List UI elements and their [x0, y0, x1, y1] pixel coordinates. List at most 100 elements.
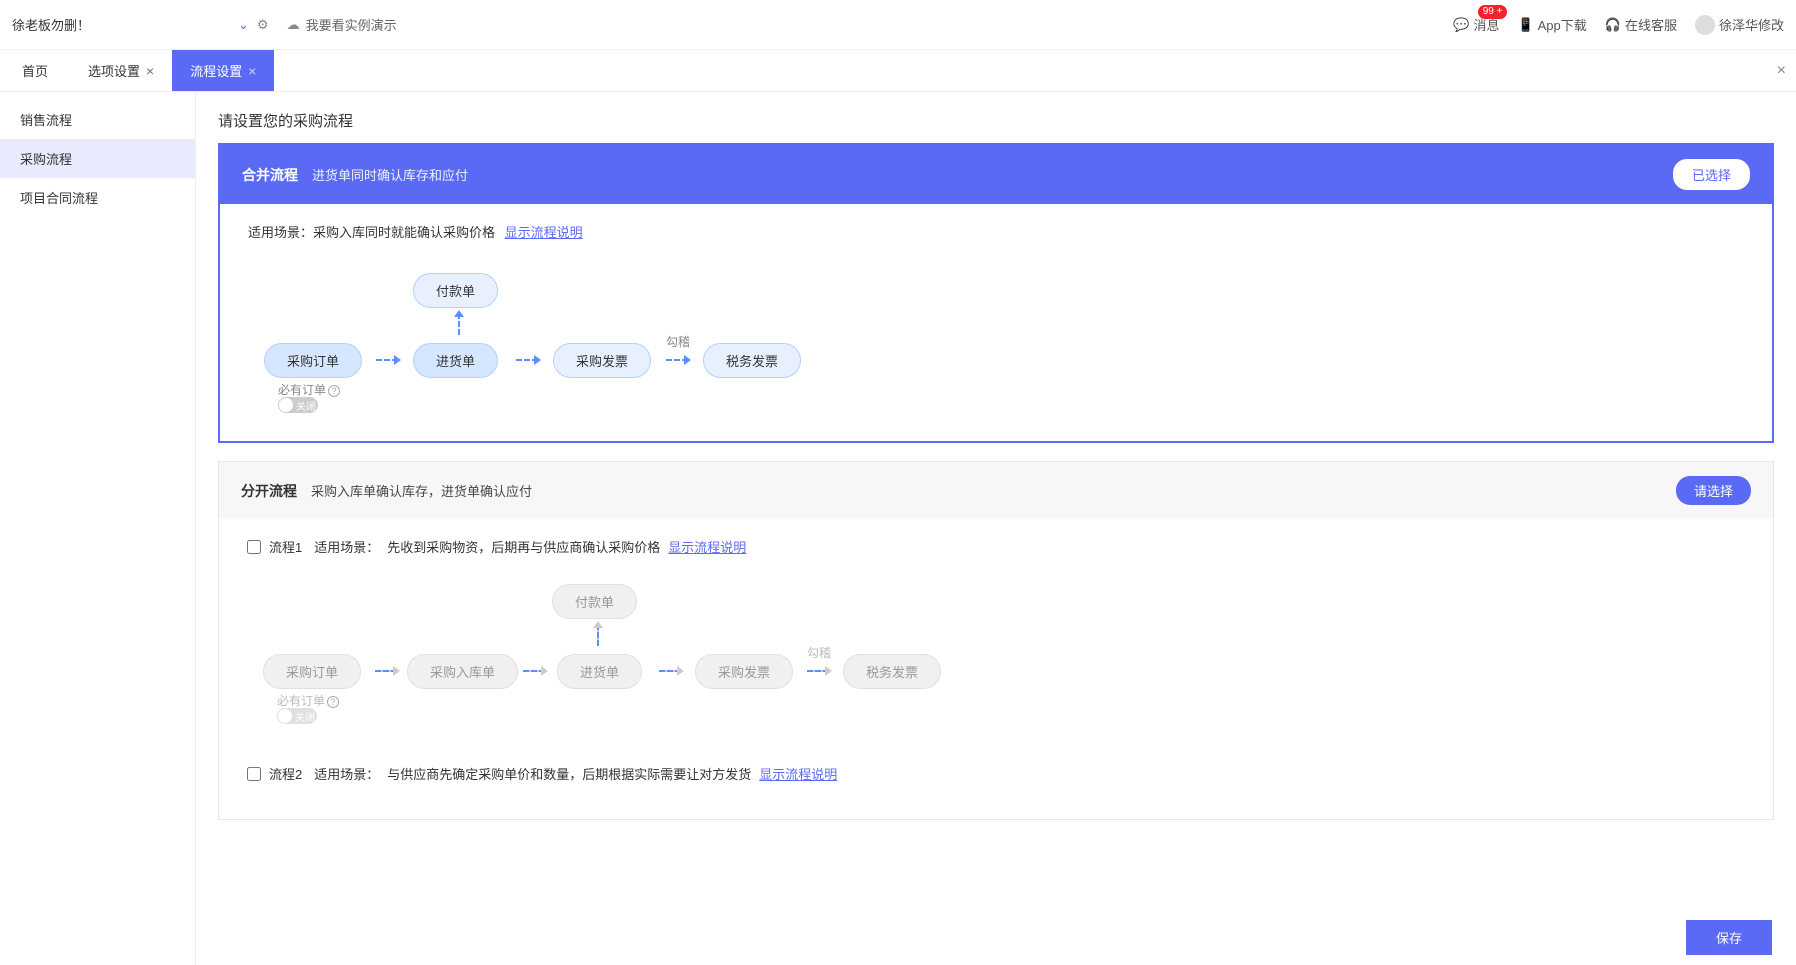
- node-payment: 付款单: [413, 273, 498, 308]
- scene-text: 与供应商先确定采购单价和数量，后期根据实际需要让对方发货: [387, 764, 751, 783]
- flow2-name: 流程2: [269, 764, 302, 783]
- save-button[interactable]: 保存: [1686, 920, 1772, 955]
- sidebar-item-label: 采购流程: [20, 152, 72, 167]
- demo-label: 我要看实例演示: [306, 15, 397, 34]
- node-label: 采购入库单: [430, 665, 495, 680]
- tab-process[interactable]: 流程设置 ×: [172, 50, 274, 91]
- tab-process-label: 流程设置: [190, 61, 242, 80]
- scene-prefix: 适用场景：: [248, 225, 313, 240]
- node-label: 采购订单: [287, 354, 339, 369]
- node-stock-in: 进货单: [413, 343, 498, 378]
- top-bar: 徐老板勿删！ ⌄ ⚙ ☁ 我要看实例演示 💬 消息 99 + 📱 App下载 🎧…: [0, 0, 1796, 50]
- node-payment: 付款单: [552, 584, 637, 619]
- section-title: 分开流程: [241, 481, 297, 501]
- scene-text: 先收到采购物资，后期再与供应商确认采购价格: [387, 537, 660, 556]
- section-merge-header: 合并流程 进货单同时确认库存和应付 已选择: [220, 145, 1772, 204]
- node-purchase-invoice: 采购发票: [695, 654, 793, 689]
- flow1-row: 流程1 适用场景： 先收到采购物资，后期再与供应商确认采购价格 显示流程说明: [247, 537, 1745, 556]
- demo-link[interactable]: ☁ 我要看实例演示: [287, 15, 397, 34]
- scene-prefix: 适用场景：: [314, 537, 379, 556]
- node-label: 进货单: [436, 354, 475, 369]
- toggle-knob: [278, 709, 292, 723]
- avatar-icon: [1695, 15, 1715, 35]
- show-desc-link[interactable]: 显示流程说明: [759, 764, 837, 783]
- flow-merge: 付款单 采购订单 进货单 采购发票 勾稽 税务发票 必有订单? 关闭: [248, 263, 1744, 413]
- flow2-row: 流程2 适用场景： 与供应商先确定采购单价和数量，后期根据实际需要让对方发货 显示…: [247, 764, 1745, 783]
- show-desc-link[interactable]: 显示流程说明: [668, 537, 746, 556]
- section-subtitle: 采购入库单确认库存，进货单确认应付: [311, 481, 532, 500]
- must-order-toggle[interactable]: 关闭: [277, 708, 317, 724]
- sidebar: 销售流程 采购流程 项目合同流程: [0, 92, 196, 965]
- must-order-label: 必有订单?: [277, 692, 339, 709]
- messages-link[interactable]: 💬 消息 99 +: [1453, 15, 1499, 34]
- online-service-label: 在线客服: [1625, 15, 1677, 34]
- flow1-name: 流程1: [269, 537, 302, 556]
- node-label: 付款单: [436, 284, 475, 299]
- app-title: 徐老板勿删！: [12, 15, 90, 34]
- tab-options[interactable]: 选项设置 ×: [70, 50, 172, 91]
- sidebar-item-label: 销售流程: [20, 113, 72, 128]
- toggle-label: 关闭: [296, 398, 316, 413]
- scene-row: 适用场景：采购入库同时就能确认采购价格 显示流程说明: [248, 222, 1744, 241]
- user-menu[interactable]: 徐泽华修改: [1695, 15, 1784, 35]
- message-icon: 💬: [1453, 17, 1469, 33]
- node-label: 采购发票: [718, 665, 770, 680]
- section-split: 分开流程 采购入库单确认库存，进货单确认应付 请选择 流程1 适用场景： 先收到采…: [218, 461, 1774, 820]
- node-label: 税务发票: [866, 665, 918, 680]
- gear-icon[interactable]: ⚙: [257, 17, 269, 33]
- page-title: 请设置您的采购流程: [218, 110, 1774, 131]
- node-warehouse-in: 采购入库单: [407, 654, 518, 689]
- section-title: 合并流程: [242, 165, 298, 185]
- top-right: 💬 消息 99 + 📱 App下载 🎧 在线客服 徐泽华修改: [1453, 15, 1784, 35]
- help-icon[interactable]: ?: [327, 696, 339, 708]
- select-button-label: 请选择: [1694, 484, 1733, 499]
- toggle-label: 关闭: [295, 709, 315, 724]
- online-service-link[interactable]: 🎧 在线客服: [1605, 15, 1677, 34]
- section-merge: 合并流程 进货单同时确认库存和应付 已选择 适用场景：采购入库同时就能确认采购价…: [218, 143, 1774, 443]
- sidebar-item-purchase[interactable]: 采购流程: [0, 139, 195, 178]
- section-merge-body: 适用场景：采购入库同时就能确认采购价格 显示流程说明 付款单 采购订单 进货单 …: [220, 204, 1772, 441]
- section-split-header: 分开流程 采购入库单确认库存，进货单确认应付 请选择: [219, 462, 1773, 519]
- flow1-checkbox[interactable]: [247, 540, 261, 554]
- phone-icon: 📱: [1517, 17, 1533, 33]
- show-desc-label: 显示流程说明: [505, 225, 583, 240]
- scene-prefix: 适用场景：: [314, 764, 379, 783]
- flow2-checkbox[interactable]: [247, 767, 261, 781]
- tab-home[interactable]: 首页: [0, 50, 70, 91]
- headset-icon: 🎧: [1605, 17, 1621, 33]
- footer: 保存: [1662, 910, 1796, 965]
- app-download-link[interactable]: 📱 App下载: [1517, 15, 1586, 34]
- show-desc-link[interactable]: 显示流程说明: [505, 225, 583, 240]
- node-label: 采购订单: [286, 665, 338, 680]
- close-icon[interactable]: ×: [146, 63, 154, 79]
- tab-row: 首页 选项设置 × 流程设置 × ×: [0, 50, 1796, 92]
- node-purchase-order: 采购订单: [263, 654, 361, 689]
- selected-button[interactable]: 已选择: [1673, 159, 1750, 190]
- must-order-label: 必有订单?: [278, 381, 340, 398]
- chevron-down-icon[interactable]: ⌄: [238, 17, 249, 33]
- section-split-body: 流程1 适用场景： 先收到采购物资，后期再与供应商确认采购价格 显示流程说明 付款…: [219, 519, 1773, 819]
- close-all-tabs[interactable]: ×: [1777, 50, 1786, 91]
- tab-options-label: 选项设置: [88, 61, 140, 80]
- help-icon[interactable]: ?: [328, 385, 340, 397]
- section-subtitle: 进货单同时确认库存和应付: [312, 165, 468, 184]
- show-desc-label: 显示流程说明: [759, 767, 837, 782]
- app-download-label: App下载: [1538, 15, 1587, 34]
- save-button-label: 保存: [1716, 931, 1742, 946]
- messages-badge: 99 +: [1478, 5, 1508, 19]
- must-order-text: 必有订单: [278, 383, 326, 397]
- sidebar-item-sales[interactable]: 销售流程: [0, 100, 195, 139]
- sidebar-item-project[interactable]: 项目合同流程: [0, 178, 195, 217]
- edge-label: 勾稽: [807, 644, 831, 661]
- node-label: 付款单: [575, 595, 614, 610]
- node-label: 税务发票: [726, 354, 778, 369]
- flow-split-1: 付款单 采购订单 采购入库单 进货单 采购发票 勾稽 税务发票 必有订单? 关闭: [247, 574, 1745, 724]
- node-tax-invoice: 税务发票: [843, 654, 941, 689]
- node-label: 进货单: [580, 665, 619, 680]
- selected-button-label: 已选择: [1692, 168, 1731, 183]
- select-button[interactable]: 请选择: [1676, 476, 1751, 505]
- must-order-toggle[interactable]: 关闭: [278, 397, 318, 413]
- must-order-text: 必有订单: [277, 694, 325, 708]
- close-icon[interactable]: ×: [248, 63, 256, 79]
- sidebar-item-label: 项目合同流程: [20, 191, 98, 206]
